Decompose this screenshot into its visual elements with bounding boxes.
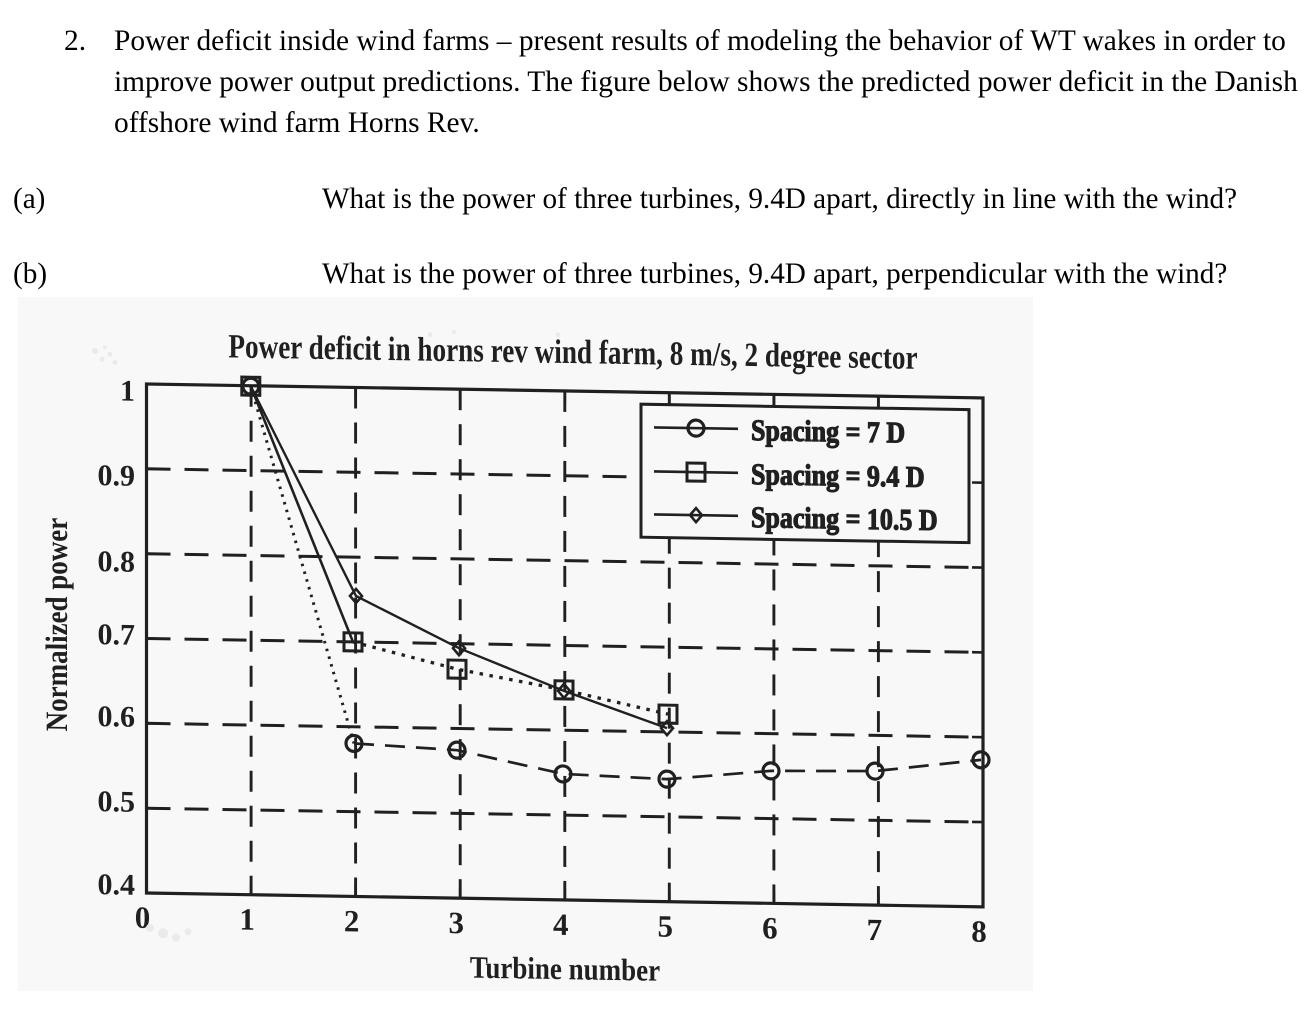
svg-text:3: 3 [448,905,463,940]
svg-text:0.9: 0.9 [98,459,135,493]
svg-text:0.5: 0.5 [98,785,135,819]
svg-text:0.8: 0.8 [98,545,135,579]
svg-text:0.7: 0.7 [98,618,135,652]
svg-text:1: 1 [239,902,254,937]
svg-text:Power deficit in horns rev win: Power deficit in horns rev wind farm, 8 … [228,328,917,377]
svg-text:Spacing = 7 D: Spacing = 7 D [751,414,905,450]
svg-text:Spacing = 9.4 D: Spacing = 9.4 D [751,458,925,494]
svg-text:8: 8 [971,914,986,949]
svg-text:6: 6 [762,910,777,945]
svg-text:1: 1 [120,375,135,408]
svg-text:4: 4 [553,907,568,942]
svg-text:0.4: 0.4 [98,868,135,902]
svg-text:Turbine number: Turbine number [470,951,660,988]
svg-text:7: 7 [867,912,882,947]
svg-text:2: 2 [344,903,359,938]
svg-text:0.6: 0.6 [98,700,135,734]
svg-text:Spacing = 10.5 D: Spacing = 10.5 D [751,501,938,537]
svg-text:0: 0 [135,900,150,935]
svg-text:5: 5 [658,908,673,943]
svg-text:Normalized power: Normalized power [40,517,74,731]
